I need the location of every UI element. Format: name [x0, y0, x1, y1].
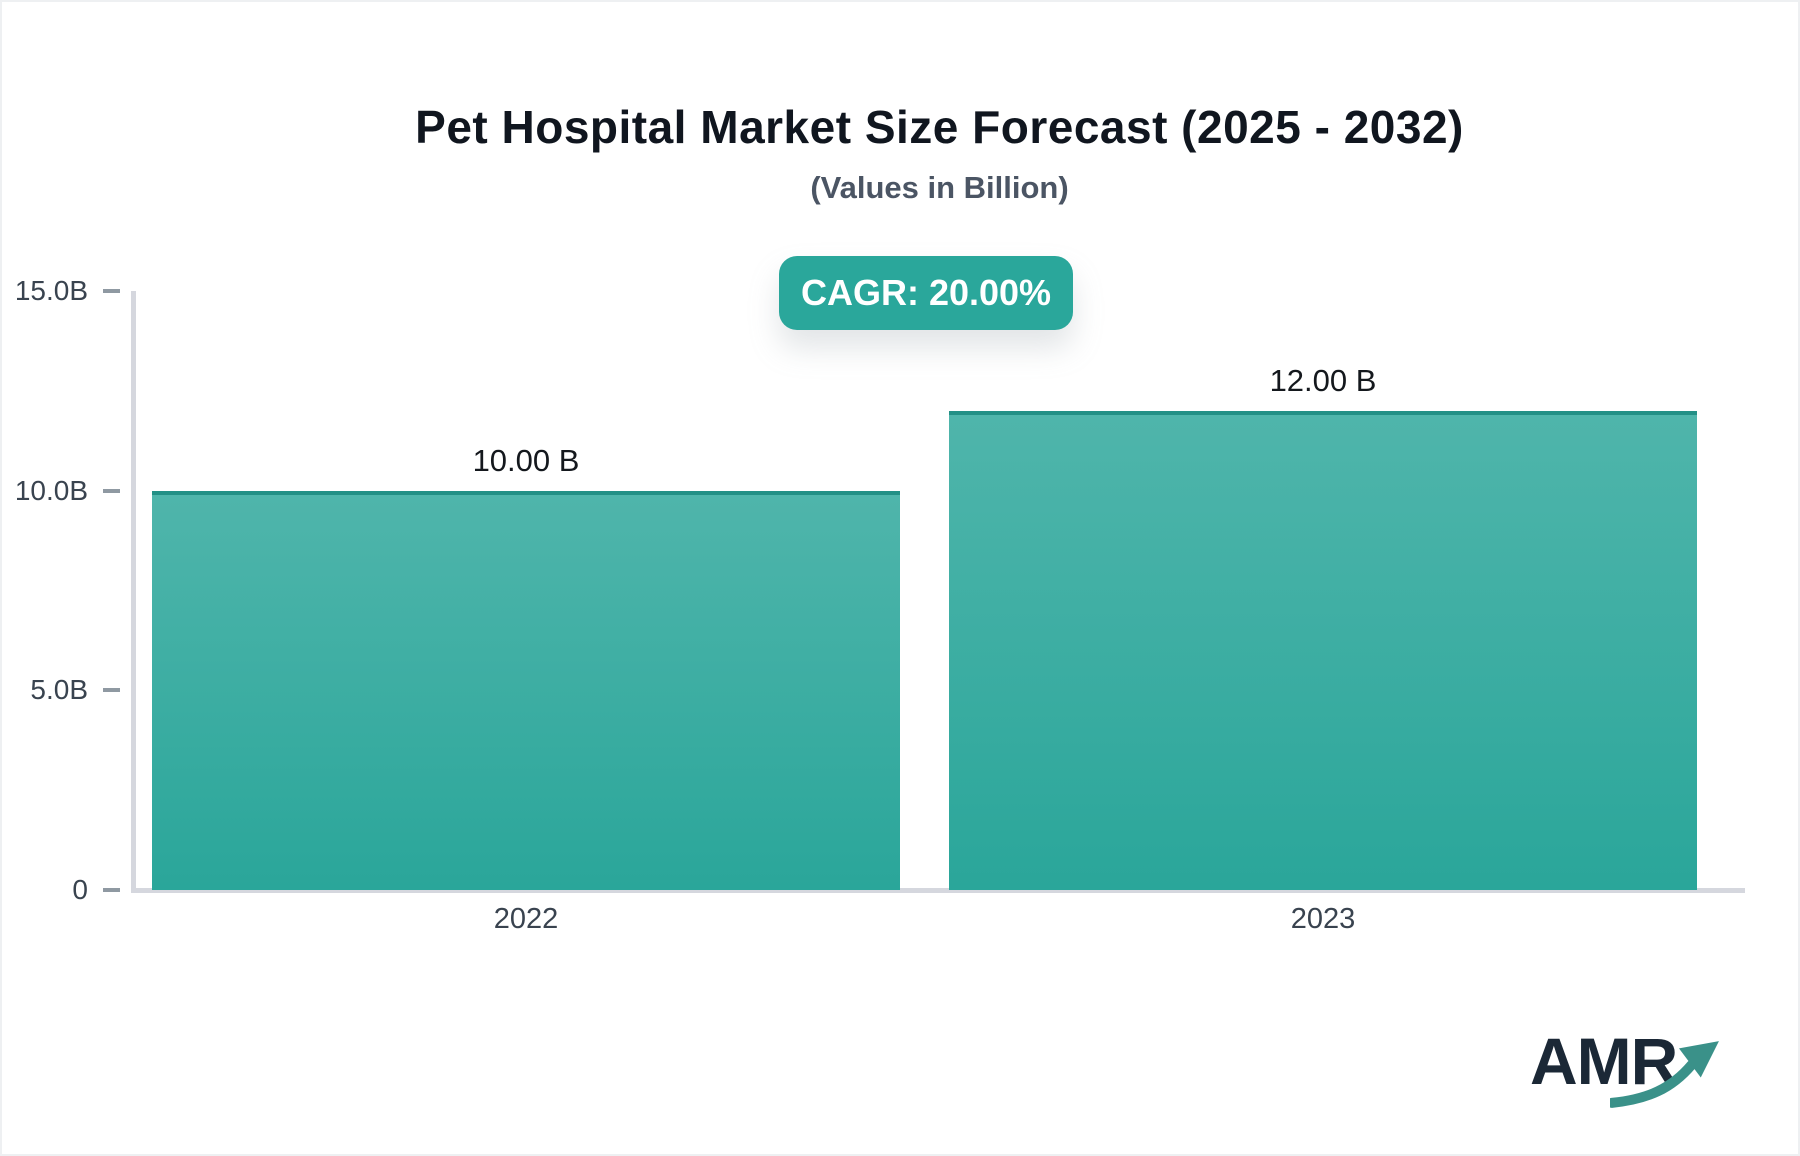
bar-value-label: 10.00 B: [472, 442, 580, 478]
amr-logo: AMR: [1524, 1028, 1744, 1128]
x-axis-line: [131, 888, 1745, 893]
y-tick-dash: [103, 888, 120, 892]
amr-logo-text: AMR: [1530, 1024, 1678, 1098]
y-tick-label: 15.0B: [14, 275, 88, 306]
y-tick-label: 0: [72, 874, 88, 905]
chart-subtitle: (Values in Billion): [810, 170, 1069, 205]
bar-value-label: 12.00 B: [1269, 362, 1377, 398]
bar-2022: [152, 490, 900, 890]
y-axis-line: [131, 291, 136, 891]
y-tick-dash: [103, 289, 120, 293]
x-category-label: 2023: [1290, 903, 1356, 935]
y-tick-dash: [103, 488, 120, 493]
y-tick-dash: [103, 688, 120, 693]
y-tick-label: 5.0B: [30, 674, 88, 706]
cagr-badge: CAGR: 20.00%: [779, 256, 1073, 330]
bar-2023: [949, 410, 1697, 890]
y-tick-label: 10.0B: [14, 474, 88, 506]
chart-title: Pet Hospital Market Size Forecast (2025 …: [415, 101, 1464, 153]
x-category-label: 2022: [493, 903, 559, 935]
amr-logo-arrow-icon: [1610, 1041, 1719, 1108]
